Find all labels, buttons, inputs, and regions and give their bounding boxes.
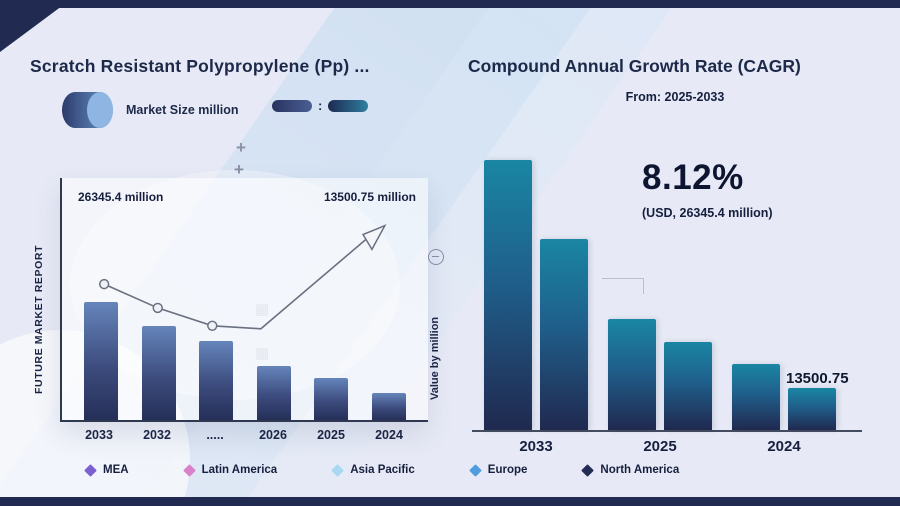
market-size-bar [84, 302, 118, 420]
legend-label: Latin America [201, 464, 278, 476]
x-axis-label: 2032 [143, 428, 171, 442]
region-legend: MEA Latin America Asia Pacific Europe North … [84, 463, 680, 477]
x-axis-label: 2025 [643, 438, 677, 455]
market-size-bar [314, 378, 349, 420]
corner-bracket-icon [602, 278, 644, 294]
cagr-note: (USD, 26345.4 million) [642, 206, 773, 220]
diamond-bullet-icon [182, 463, 196, 477]
legend-label: MEA [103, 464, 129, 476]
bar-group [484, 160, 588, 430]
cagr-bar [664, 342, 712, 430]
left-x-axis-labels: 2033 2032..... 2026 2025 2024 [60, 428, 428, 442]
pill-separator: : [318, 98, 323, 113]
pill-badge: : [272, 98, 369, 113]
legend-item: North America [581, 463, 680, 477]
cagr-bar [540, 239, 588, 430]
cagr-value: 8.12% [642, 158, 744, 197]
left-chart-side-label: FUTURE MARKET REPORT [33, 244, 45, 394]
x-axis-label: ..... [206, 428, 224, 442]
x-axis-label: 2025 [317, 428, 345, 442]
circle-minus-icon [428, 249, 444, 265]
market-size-bar [199, 341, 234, 420]
diamond-bullet-icon [331, 463, 345, 477]
legend-item: MEA [84, 463, 129, 477]
cagr-bar [608, 319, 656, 430]
market-size-chart-panel: 26345.4 million 13500.75 million [60, 178, 428, 422]
market-size-bar [256, 366, 291, 420]
market-size-legend: Market Size million [62, 90, 239, 130]
plus-mark-icon: + [236, 138, 246, 157]
cagr-bar [484, 160, 532, 430]
max-value-label: 26345.4 million [78, 190, 164, 204]
legend-label: Asia Pacific [350, 464, 415, 476]
market-size-bar [371, 393, 406, 420]
left-chart-title: Scratch Resistant Polypropylene (Pp) ... [30, 56, 370, 76]
left-bars [62, 302, 428, 420]
cylinder-icon [62, 92, 113, 128]
right-bars [472, 160, 862, 430]
diamond-bullet-icon [468, 463, 482, 477]
end-value-label: 13500.75 million [323, 190, 416, 204]
legend-item: Latin America [182, 463, 278, 477]
corner-triangle [0, 0, 70, 52]
market-size-legend-label: Market Size million [126, 103, 239, 117]
plus-mark-icon: + [234, 160, 244, 179]
cagr-chart-panel: 13500.75 [472, 158, 862, 432]
diamond-bullet-icon [84, 463, 97, 477]
pill-right [328, 100, 369, 112]
x-axis-label: 2026 [259, 428, 287, 442]
bar-group [608, 319, 712, 430]
x-axis-label: 2024 [767, 438, 801, 455]
value-annotation: 13500.75 [786, 370, 849, 387]
x-axis-label: 2024 [375, 428, 403, 442]
pill-left [272, 100, 312, 112]
right-chart-title: Compound Annual Growth Rate (CAGR) [468, 56, 801, 76]
market-size-bar [141, 326, 176, 420]
x-axis-label: 2033 [519, 438, 553, 455]
legend-item: Asia Pacific [331, 463, 415, 477]
legend-label: North America [600, 464, 680, 476]
cagr-bar [732, 364, 780, 430]
legend-label: Europe [487, 464, 528, 476]
top-edge-bar [0, 0, 900, 8]
value-axis-label: Value by million [429, 316, 441, 400]
cagr-subtitle: From: 2025-2033 [625, 90, 725, 104]
cagr-bar [788, 388, 836, 430]
legend-item: Europe [468, 463, 528, 477]
right-x-axis-labels: 2033 2025 2024 [472, 438, 862, 455]
bar-group [732, 364, 836, 430]
x-axis-label: 2033 [85, 428, 113, 442]
diamond-bullet-icon [581, 463, 595, 477]
bottom-edge-bar [0, 497, 900, 506]
